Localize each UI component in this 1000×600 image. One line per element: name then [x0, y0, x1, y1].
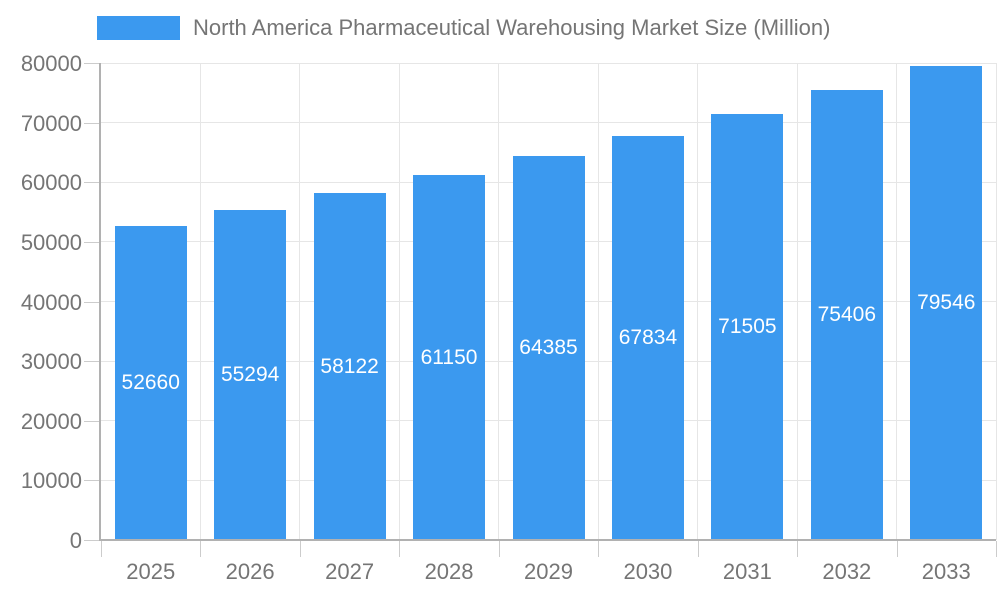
- bar-2032[interactable]: 75406: [810, 90, 883, 540]
- legend[interactable]: North America Pharmaceutical Warehousing…: [97, 15, 830, 41]
- bar-value-label: 61150: [420, 345, 478, 369]
- bar-value-label: 75406: [817, 303, 877, 327]
- bar-value-label: 67834: [618, 325, 678, 349]
- bar-2026[interactable]: 55294: [214, 210, 287, 540]
- x-axis-label: 2029: [524, 559, 573, 584]
- y-tick: [84, 420, 100, 422]
- x-gridline: [796, 63, 798, 540]
- y-axis-label: 40000: [20, 289, 82, 315]
- x-tick: [996, 541, 997, 557]
- y-axis-label: 30000: [20, 349, 82, 375]
- y-tick: [84, 63, 100, 64]
- x-tick: [299, 541, 301, 557]
- x-gridline: [398, 63, 400, 540]
- x-tick: [896, 541, 898, 557]
- x-axis-line: [99, 539, 996, 541]
- x-tick: [797, 541, 799, 557]
- x-gridline: [199, 63, 201, 540]
- y-axis-label: 80000: [20, 51, 82, 76]
- legend-swatch: [97, 16, 180, 40]
- y-axis-label: 50000: [20, 229, 82, 255]
- y-axis-label: 60000: [20, 170, 82, 196]
- bar-value-label: 58122: [320, 354, 379, 378]
- y-tick: [84, 241, 100, 243]
- y-axis-label: 70000: [20, 110, 82, 136]
- bar-2030[interactable]: 67834: [611, 135, 684, 540]
- bar-2033[interactable]: 79546: [910, 65, 983, 540]
- y-gridline: [101, 122, 996, 124]
- y-axis-line: [99, 63, 101, 540]
- x-tick: [101, 541, 102, 557]
- bar-2031[interactable]: 71505: [711, 113, 784, 540]
- y-axis-label: 0: [69, 528, 82, 553]
- y-tick: [84, 182, 100, 184]
- x-axis-label: 2028: [424, 559, 474, 584]
- x-axis-label: 2030: [623, 559, 673, 584]
- x-tick: [498, 541, 500, 557]
- x-gridline: [597, 63, 599, 540]
- y-tick: [84, 480, 100, 482]
- x-axis-label: 2025: [126, 559, 176, 584]
- x-gridline: [896, 63, 898, 540]
- y-tick: [84, 122, 100, 124]
- x-tick: [697, 541, 699, 557]
- x-tick: [598, 541, 600, 557]
- bar-2028[interactable]: 61150: [413, 175, 486, 540]
- bar-value-label: 55294: [220, 363, 280, 387]
- bar-2025[interactable]: 52660: [114, 226, 187, 540]
- bar-value-label: 79546: [917, 290, 976, 314]
- x-axis-label: 2033: [921, 559, 971, 584]
- plot-area: 52660 55294 58122 61150 64385 67834 71505 75406…: [101, 62, 997, 540]
- bar-value-label: 52660: [121, 371, 180, 394]
- bar-value-label: 71505: [718, 314, 777, 338]
- x-gridline: [995, 63, 997, 540]
- x-tick: [200, 541, 202, 557]
- legend-label: North America Pharmaceutical Warehousing…: [193, 15, 831, 40]
- bar-2029[interactable]: 64385: [512, 156, 585, 540]
- y-axis-label: 10000: [20, 468, 82, 494]
- bar-value-label: 64385: [519, 336, 578, 360]
- x-gridline: [498, 63, 500, 540]
- y-tick: [84, 301, 100, 303]
- x-gridline: [299, 63, 301, 540]
- x-axis-label: 2027: [325, 559, 375, 584]
- x-gridline: [697, 63, 699, 540]
- x-axis-label: 2031: [722, 559, 772, 584]
- x-axis-label: 2026: [225, 559, 275, 584]
- y-tick: [84, 361, 100, 363]
- y-gridline: [101, 62, 996, 64]
- y-tick: [84, 540, 100, 541]
- x-tick: [399, 541, 401, 557]
- y-axis-label: 20000: [20, 408, 82, 434]
- x-axis-label: 2032: [822, 559, 872, 584]
- bar-2027[interactable]: 58122: [313, 193, 386, 540]
